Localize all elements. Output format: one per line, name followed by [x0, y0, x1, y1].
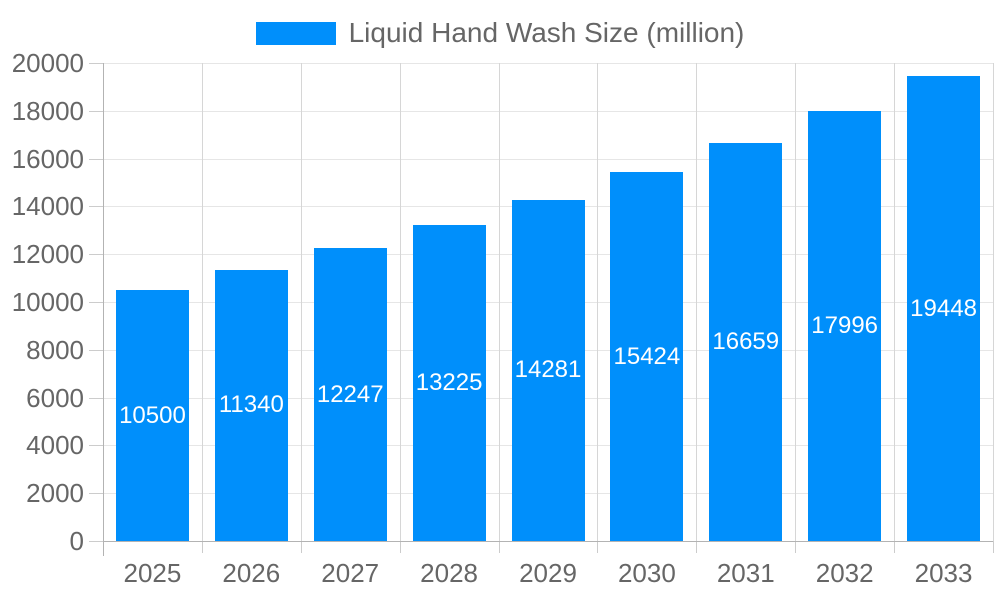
y-axis-label: 10000: [11, 287, 84, 317]
bar-value-label: 15424: [613, 342, 681, 370]
y-axis-label: 6000: [26, 382, 84, 413]
x-gridline: [399, 63, 401, 541]
x-tick: [696, 541, 698, 553]
x-gridline: [498, 63, 500, 541]
x-axis-label: 2029: [519, 558, 577, 588]
bar-value-label: 10500: [119, 401, 186, 429]
x-tick: [894, 541, 896, 553]
bar-value-label: 14281: [514, 356, 582, 384]
y-tick: [89, 397, 103, 399]
bar-value-label: 19448: [910, 294, 977, 322]
x-tick: [597, 541, 599, 553]
x-tick: [993, 541, 994, 553]
y-tick: [89, 63, 103, 64]
x-tick: [399, 541, 401, 553]
x-axis-label: 2025: [123, 558, 182, 588]
bar-value-label: 13225: [415, 368, 483, 396]
x-tick: [795, 541, 797, 553]
bar-2027[interactable]: 12247: [313, 248, 387, 541]
y-tick: [89, 445, 103, 447]
legend[interactable]: Liquid Hand Wash Size (million): [0, 17, 1000, 49]
bar-2029[interactable]: 14281: [511, 199, 585, 541]
bar-value-label: 16659: [712, 327, 780, 355]
x-tick: [103, 541, 104, 556]
bar-2030[interactable]: 15424: [610, 172, 684, 541]
x-axis-label: 2028: [420, 558, 479, 588]
x-tick: [498, 541, 500, 553]
y-tick: [89, 493, 103, 495]
bar-2033[interactable]: 19448: [907, 76, 981, 541]
x-gridline: [993, 63, 994, 541]
y-tick: [89, 349, 103, 351]
x-gridline: [696, 63, 698, 541]
legend-marker-icon: [255, 21, 336, 45]
x-axis-label: 2031: [716, 558, 775, 588]
x-axis-label: 2032: [815, 558, 874, 588]
x-axis-label: 2026: [222, 558, 281, 588]
legend-label: Liquid Hand Wash Size (million): [348, 17, 745, 48]
bar-value-label: 11340: [218, 391, 284, 419]
y-axis-label: 12000: [11, 239, 84, 270]
x-axis-label: 2030: [617, 558, 676, 588]
bar-2026[interactable]: 11340: [214, 269, 288, 541]
x-gridline: [795, 63, 797, 541]
bar-2025[interactable]: 10500: [115, 290, 189, 541]
bar-2031[interactable]: 16659: [709, 142, 783, 541]
x-gridline: [201, 63, 203, 541]
y-tick: [89, 302, 103, 303]
x-tick: [300, 541, 302, 553]
y-tick: [89, 541, 103, 542]
y-tick: [89, 110, 103, 112]
x-axis-line: [103, 541, 993, 542]
y-tick: [89, 254, 103, 256]
x-gridline: [894, 63, 896, 541]
x-axis-label: 2033: [914, 558, 973, 588]
bar-2032[interactable]: 17996: [808, 110, 882, 541]
y-axis-label: 4000: [26, 430, 84, 461]
bar-value-label: 17996: [811, 311, 879, 339]
x-gridline: [597, 63, 599, 541]
bar-value-label: 12247: [316, 380, 384, 408]
bar-2028[interactable]: 13225: [412, 224, 486, 541]
x-axis-label: 2027: [321, 558, 380, 588]
y-gridline: [103, 158, 993, 160]
y-axis-label: 20000: [11, 48, 84, 78]
y-gridline: [103, 63, 993, 64]
y-axis-label: 8000: [26, 334, 84, 365]
y-axis-label: 14000: [11, 191, 84, 222]
y-axis-label: 18000: [11, 95, 84, 126]
y-axis-line: [103, 63, 104, 541]
y-tick: [89, 206, 103, 208]
y-axis-label: 0: [69, 526, 84, 556]
y-gridline: [103, 110, 993, 112]
y-tick: [89, 158, 103, 160]
y-axis-label: 16000: [11, 143, 84, 174]
y-axis-label: 2000: [26, 478, 84, 509]
x-tick: [201, 541, 203, 553]
x-gridline: [300, 63, 302, 541]
